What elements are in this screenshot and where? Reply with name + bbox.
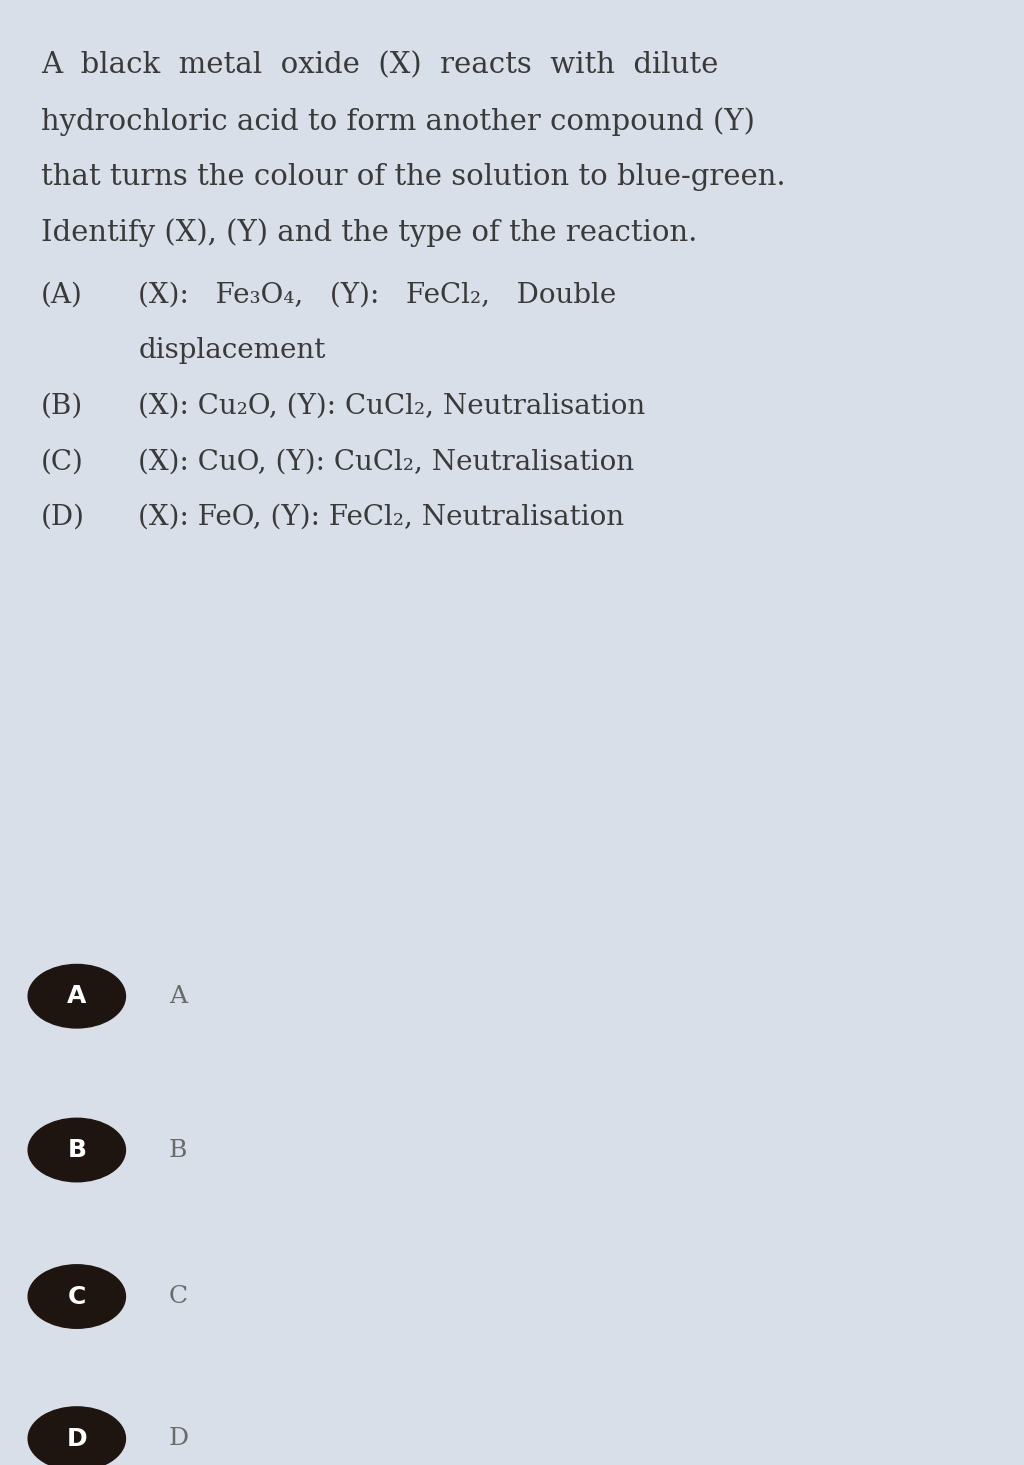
Text: (B): (B)	[41, 393, 83, 419]
Text: (A): (A)	[41, 281, 83, 308]
Ellipse shape	[28, 1118, 125, 1182]
Text: (X): CuO, (Y): CuCl₂, Neutralisation: (X): CuO, (Y): CuCl₂, Neutralisation	[138, 448, 634, 475]
Text: A: A	[68, 984, 86, 1008]
Text: B: B	[68, 1138, 86, 1162]
Ellipse shape	[28, 1264, 125, 1329]
Ellipse shape	[28, 1406, 125, 1465]
Text: D: D	[169, 1427, 189, 1450]
Text: (X): Cu₂O, (Y): CuCl₂, Neutralisation: (X): Cu₂O, (Y): CuCl₂, Neutralisation	[138, 393, 645, 419]
Ellipse shape	[28, 964, 125, 1028]
Text: C: C	[68, 1285, 86, 1308]
Text: Identify (X), (Y) and the type of the reaction.: Identify (X), (Y) and the type of the re…	[41, 218, 697, 248]
Text: B: B	[169, 1138, 187, 1162]
Text: (D): (D)	[41, 504, 85, 530]
Text: A  black  metal  oxide  (X)  reacts  with  dilute: A black metal oxide (X) reacts with dilu…	[41, 51, 718, 79]
Text: A: A	[169, 984, 187, 1008]
Text: (C): (C)	[41, 448, 84, 475]
Text: D: D	[67, 1427, 87, 1450]
Text: displacement: displacement	[138, 337, 326, 363]
Text: that turns the colour of the solution to blue-green.: that turns the colour of the solution to…	[41, 163, 785, 190]
Text: (X):   Fe₃O₄,   (Y):   FeCl₂,   Double: (X): Fe₃O₄, (Y): FeCl₂, Double	[138, 281, 616, 308]
Text: (X): FeO, (Y): FeCl₂, Neutralisation: (X): FeO, (Y): FeCl₂, Neutralisation	[138, 504, 625, 530]
Text: hydrochloric acid to form another compound (Y): hydrochloric acid to form another compou…	[41, 107, 755, 136]
Text: C: C	[169, 1285, 188, 1308]
